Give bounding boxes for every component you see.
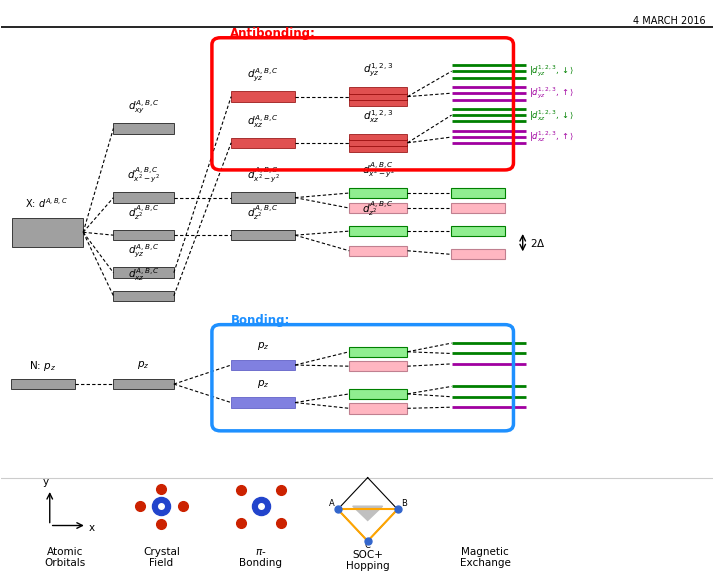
FancyBboxPatch shape — [349, 88, 408, 94]
FancyBboxPatch shape — [231, 193, 295, 203]
Text: $d_{xz}^{A,B,C}$: $d_{xz}^{A,B,C}$ — [247, 113, 279, 130]
FancyBboxPatch shape — [349, 403, 408, 414]
FancyBboxPatch shape — [231, 230, 295, 240]
Text: $|d_{yz}^{1,2,3},\uparrow\rangle$: $|d_{yz}^{1,2,3},\uparrow\rangle$ — [529, 85, 575, 101]
Text: $|d_{yz}^{1,2,3},\downarrow\rangle$: $|d_{yz}^{1,2,3},\downarrow\rangle$ — [529, 63, 575, 79]
FancyBboxPatch shape — [349, 99, 408, 106]
Text: $d_{z^2}^{A,B,C}$: $d_{z^2}^{A,B,C}$ — [247, 204, 279, 223]
Text: 4 MARCH 2016: 4 MARCH 2016 — [633, 16, 705, 26]
FancyBboxPatch shape — [451, 249, 505, 259]
Text: Antibonding:: Antibonding: — [231, 27, 316, 40]
Text: $d_{xy}^{A,B,C}$: $d_{xy}^{A,B,C}$ — [128, 98, 159, 115]
Text: $|d_{xz}^{1,2,3},\downarrow\rangle$: $|d_{xz}^{1,2,3},\downarrow\rangle$ — [529, 108, 575, 122]
Text: X: $d^{A,B,C}$: X: $d^{A,B,C}$ — [25, 197, 68, 211]
FancyBboxPatch shape — [451, 203, 505, 213]
FancyBboxPatch shape — [349, 139, 408, 146]
Text: $|d_{xz}^{1,2,3},\uparrow\rangle$: $|d_{xz}^{1,2,3},\uparrow\rangle$ — [529, 129, 575, 144]
Text: $d_{x^2-y^2}^{A,B,C}$: $d_{x^2-y^2}^{A,B,C}$ — [362, 161, 395, 180]
FancyBboxPatch shape — [114, 193, 174, 203]
Text: $d_{yz}^{A,B,C}$: $d_{yz}^{A,B,C}$ — [128, 242, 159, 260]
Text: x: x — [89, 523, 95, 533]
FancyBboxPatch shape — [451, 226, 505, 236]
FancyBboxPatch shape — [349, 145, 408, 152]
Text: B: B — [401, 499, 407, 509]
Text: N: $p_z$: N: $p_z$ — [29, 358, 56, 372]
Text: C: C — [365, 541, 371, 550]
Text: $d_{z^2}^{A,B,C}$: $d_{z^2}^{A,B,C}$ — [363, 200, 394, 219]
Text: $\pi$-
Bonding: $\pi$- Bonding — [239, 547, 283, 568]
Text: $d_{yz}^{A,B,C}$: $d_{yz}^{A,B,C}$ — [247, 67, 279, 84]
FancyBboxPatch shape — [114, 267, 174, 278]
FancyBboxPatch shape — [114, 291, 174, 301]
FancyBboxPatch shape — [114, 230, 174, 240]
FancyBboxPatch shape — [349, 245, 408, 256]
Text: $d_{x^2-y^2}^{A,B,C}$: $d_{x^2-y^2}^{A,B,C}$ — [127, 166, 160, 185]
FancyBboxPatch shape — [11, 379, 75, 389]
Text: $d_{z^2}^{A,B,C}$: $d_{z^2}^{A,B,C}$ — [128, 204, 159, 223]
Text: $d_{xz}^{A,B,C}$: $d_{xz}^{A,B,C}$ — [128, 266, 159, 283]
Text: SOC+
Hopping: SOC+ Hopping — [346, 550, 389, 571]
Text: y: y — [43, 477, 49, 487]
Text: $p_z$: $p_z$ — [137, 360, 150, 371]
FancyBboxPatch shape — [114, 123, 174, 133]
Text: A: A — [328, 499, 334, 509]
Text: $d_{x^2-y^2}^{A,B,C}$: $d_{x^2-y^2}^{A,B,C}$ — [246, 166, 280, 185]
Text: Bonding:: Bonding: — [231, 314, 290, 327]
FancyBboxPatch shape — [349, 133, 408, 140]
FancyBboxPatch shape — [349, 389, 408, 399]
Text: $2\Delta$: $2\Delta$ — [530, 237, 545, 249]
FancyBboxPatch shape — [231, 397, 295, 408]
FancyBboxPatch shape — [12, 218, 83, 247]
FancyBboxPatch shape — [231, 360, 295, 370]
FancyBboxPatch shape — [349, 226, 408, 236]
Text: Magnetic
Exchange: Magnetic Exchange — [460, 547, 511, 568]
FancyBboxPatch shape — [349, 361, 408, 371]
FancyBboxPatch shape — [114, 379, 174, 389]
FancyBboxPatch shape — [349, 347, 408, 357]
FancyBboxPatch shape — [451, 188, 505, 198]
FancyBboxPatch shape — [231, 92, 295, 102]
Text: Atomic
Orbitals: Atomic Orbitals — [45, 547, 86, 568]
Text: $p_z$: $p_z$ — [257, 340, 269, 352]
Polygon shape — [353, 506, 383, 520]
FancyBboxPatch shape — [349, 93, 408, 100]
Text: Crystal
Field: Crystal Field — [143, 547, 180, 568]
Text: $p_z$: $p_z$ — [257, 378, 269, 390]
FancyBboxPatch shape — [231, 137, 295, 148]
Text: $d_{yz}^{1,2,3}$: $d_{yz}^{1,2,3}$ — [363, 62, 393, 79]
FancyBboxPatch shape — [349, 188, 408, 198]
FancyBboxPatch shape — [349, 203, 408, 213]
Text: $d_{xz}^{1,2,3}$: $d_{xz}^{1,2,3}$ — [363, 108, 393, 125]
